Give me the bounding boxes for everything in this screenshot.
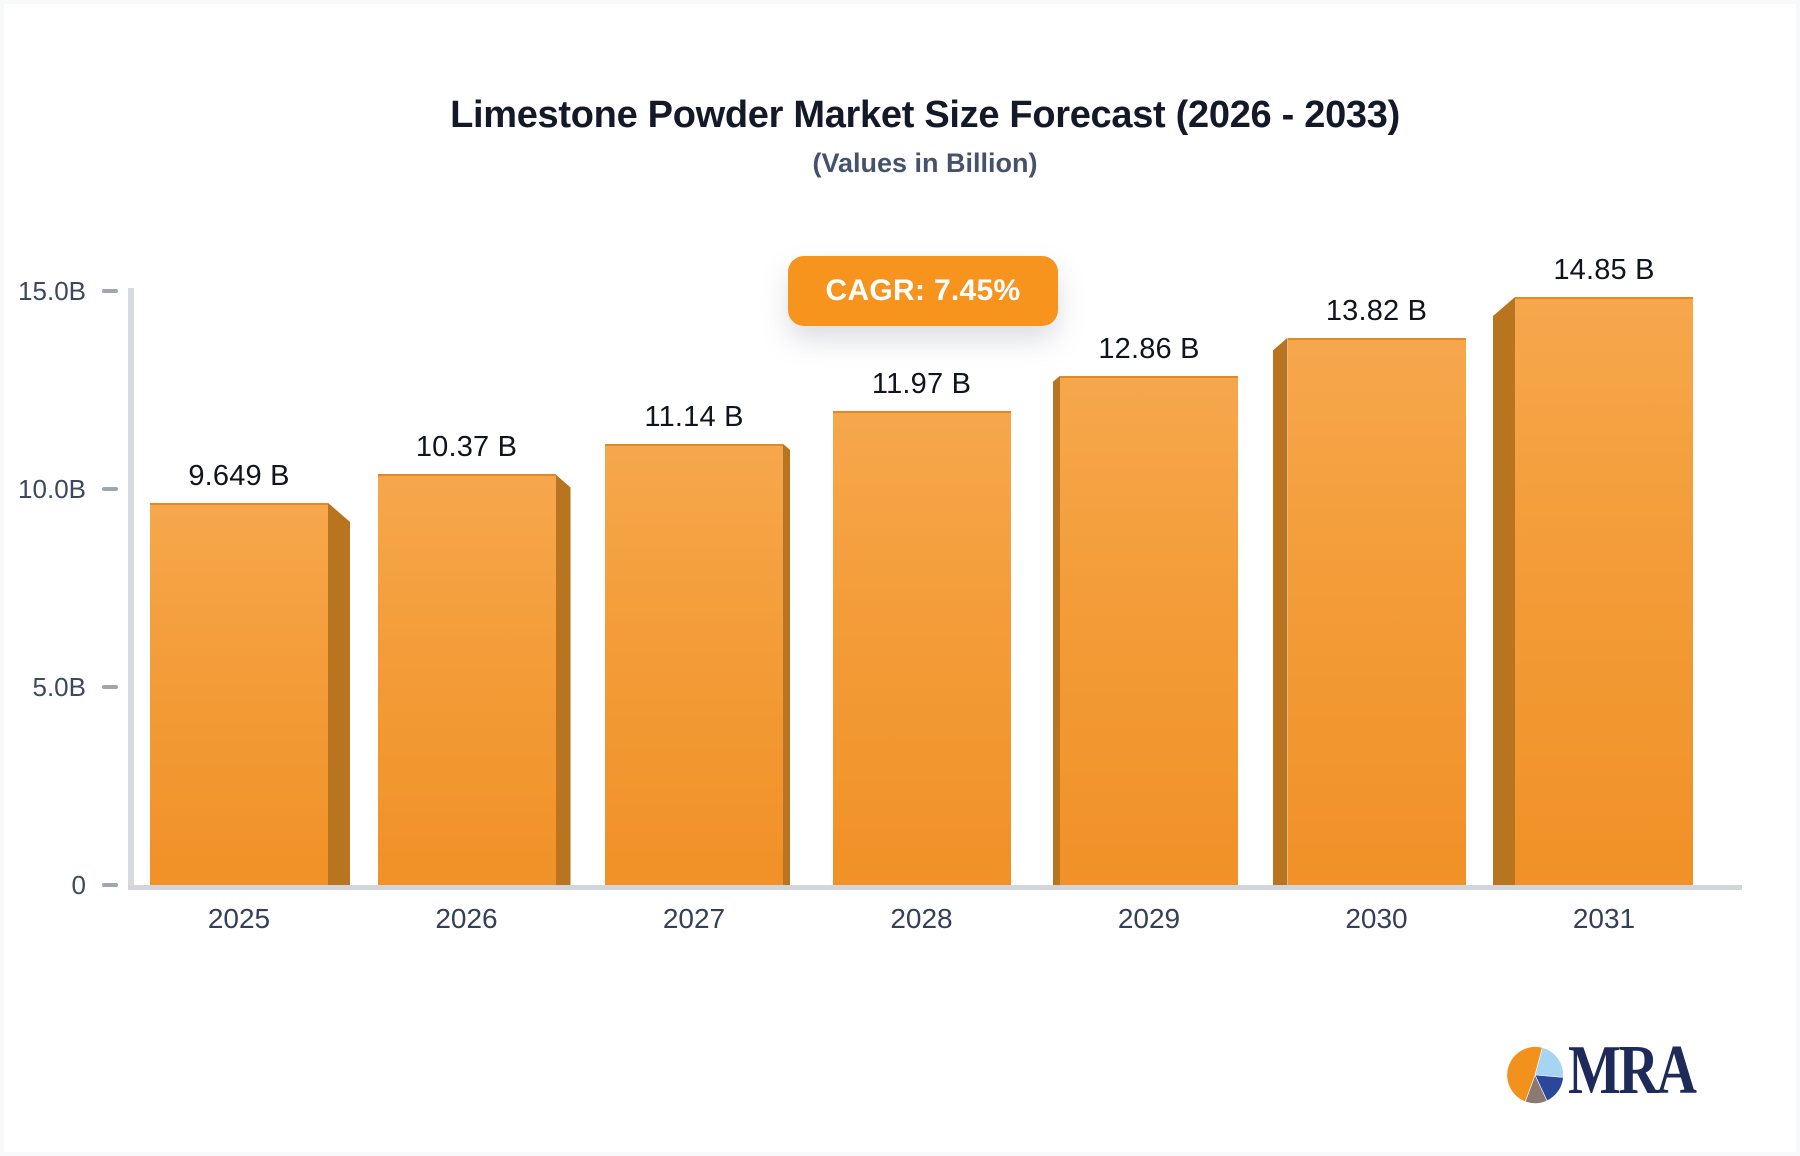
x-tick-label-2026: 2026: [435, 903, 498, 934]
x-tick-label-2030: 2030: [1345, 903, 1408, 934]
bar-value-label-2031: 14.85 B: [1553, 253, 1655, 286]
logo-text: MRA: [1568, 1032, 1697, 1109]
y-tick-label-5.0B: 5.0B: [32, 672, 87, 702]
bar-value-label-2025: 9.649 B: [188, 459, 290, 492]
y-tick-mark: [102, 883, 118, 887]
x-tick-label-2029: 2029: [1117, 903, 1181, 934]
chart-title: Limestone Powder Market Size Forecast (2…: [450, 94, 1400, 136]
bar-2028: [832, 410, 1011, 885]
pie-slice-light-blue: [1534, 1047, 1564, 1078]
bar-2026: [377, 474, 556, 885]
bar-value-label-2026: 10.37 B: [415, 431, 518, 464]
y-tick-mark: [102, 487, 118, 491]
bar-value-label-2027: 11.14 B: [644, 400, 744, 433]
bar-side-2029: [1053, 375, 1060, 885]
bar-value-label-2030: 13.82 B: [1325, 294, 1428, 327]
bar-2030: [1287, 337, 1466, 885]
logo-pie-icon: [1506, 1046, 1564, 1104]
bar-2025: [150, 502, 328, 885]
x-axis-line: [128, 885, 1742, 890]
y-tick-label-15.0B: 15.0B: [18, 276, 86, 306]
bar-side-2027: [783, 443, 790, 885]
bar-2029: [1060, 375, 1238, 885]
y-tick-mark: [102, 685, 118, 689]
cagr-badge-label: CAGR: 7.45%: [825, 274, 1021, 307]
x-tick-label-2028: 2028: [890, 903, 953, 934]
chart-subtitle: (Values in Billion): [812, 148, 1038, 178]
x-tick-label-2027: 2027: [662, 903, 726, 934]
brand-logo: MRA: [1504, 1032, 1726, 1110]
y-tick-label-0: 0: [71, 870, 86, 900]
bar-value-label-2029: 12.86 B: [1098, 332, 1200, 365]
pie-slice-orange: [1506, 1046, 1543, 1103]
bar-side-2030: [1272, 337, 1288, 885]
y-axis-line: [128, 288, 134, 890]
cagr-badge: CAGR: 7.45%: [788, 256, 1058, 326]
bar-side-2026: [555, 474, 571, 885]
x-tick-label-2025: 2025: [207, 903, 271, 934]
x-tick-label-2031: 2031: [1572, 903, 1636, 934]
bar-2027: [605, 443, 783, 885]
bar-side-2025: [328, 502, 350, 885]
bar-2031: [1515, 296, 1693, 885]
y-tick-mark: [102, 289, 118, 293]
y-tick-label-10.0B: 10.0B: [18, 474, 86, 504]
bar-side-2031: [1493, 296, 1515, 885]
bar-value-label-2028: 11.97 B: [871, 367, 972, 400]
